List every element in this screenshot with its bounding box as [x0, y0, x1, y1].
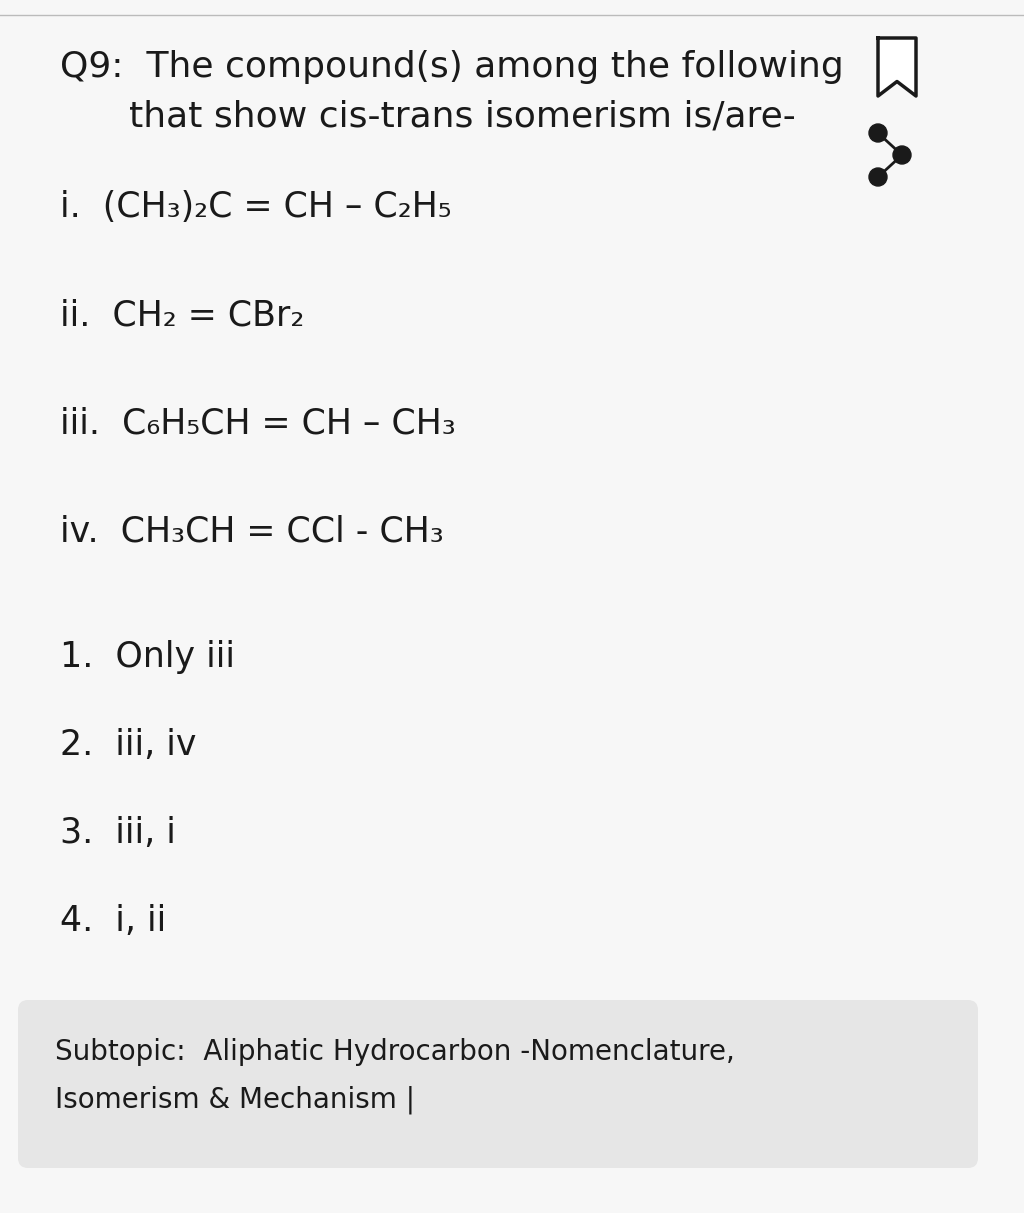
Text: 4.  i, ii: 4. i, ii: [60, 904, 166, 938]
Text: Isomerism & Mechanism |: Isomerism & Mechanism |: [55, 1084, 415, 1114]
Text: ii.  CH₂ = CBr₂: ii. CH₂ = CBr₂: [60, 298, 304, 332]
Text: 3.  iii, i: 3. iii, i: [60, 816, 176, 850]
Text: 1.  Only iii: 1. Only iii: [60, 640, 234, 674]
Circle shape: [869, 124, 887, 142]
Circle shape: [869, 167, 887, 186]
Polygon shape: [878, 38, 916, 96]
Text: i.  (CH₃)₂C = CH – C₂H₅: i. (CH₃)₂C = CH – C₂H₅: [60, 190, 452, 224]
Text: iv.  CH₃CH = CCl - CH₃: iv. CH₃CH = CCl - CH₃: [60, 514, 443, 548]
Text: iii.  C₆H₅CH = CH – CH₃: iii. C₆H₅CH = CH – CH₃: [60, 406, 456, 440]
FancyBboxPatch shape: [18, 1000, 978, 1168]
Text: that show cis-trans isomerism is/are-: that show cis-trans isomerism is/are-: [60, 99, 796, 133]
Text: 2.  iii, iv: 2. iii, iv: [60, 728, 197, 762]
Text: Q9:  The compound(s) among the following: Q9: The compound(s) among the following: [60, 50, 844, 84]
Text: Subtopic:  Aliphatic Hydrocarbon -Nomenclature,: Subtopic: Aliphatic Hydrocarbon -Nomencl…: [55, 1038, 735, 1066]
Circle shape: [893, 146, 911, 164]
